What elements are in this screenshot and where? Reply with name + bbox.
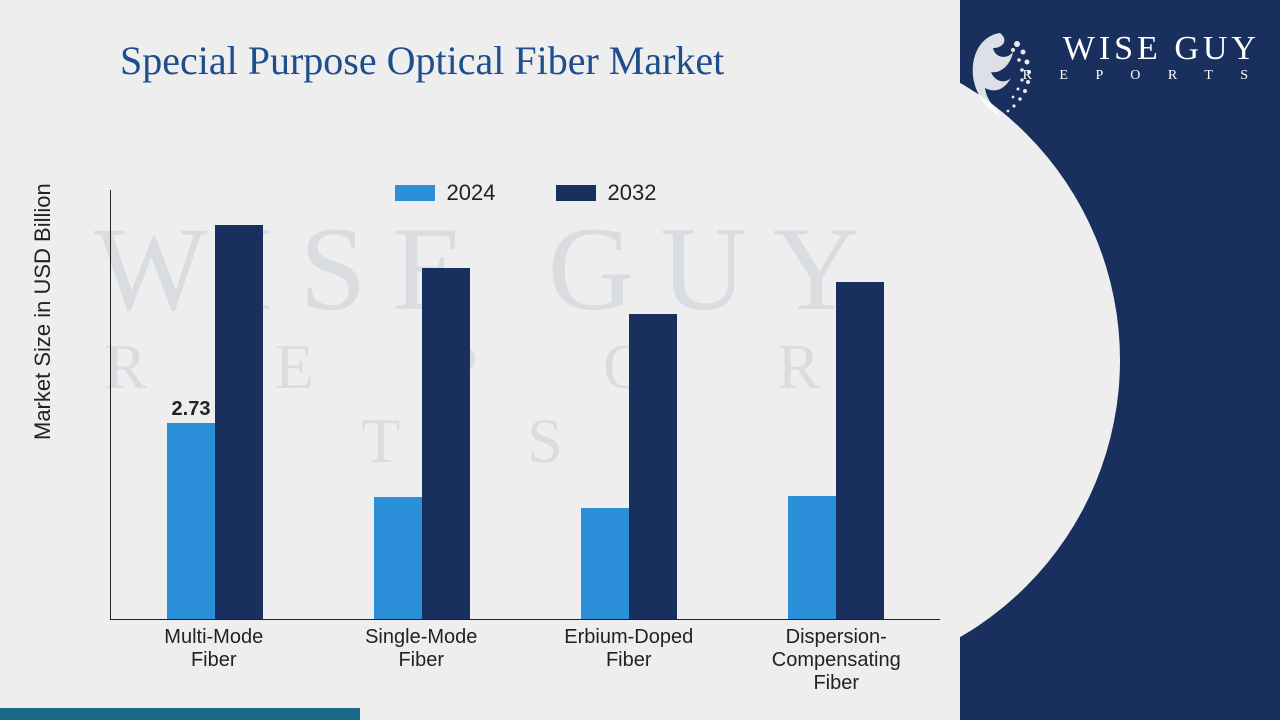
bar: [167, 423, 215, 619]
bar: [215, 225, 263, 619]
x-axis-category-label: Multi-ModeFiber: [110, 622, 318, 695]
brand-logo-text: WISE GUY R E P O R T S: [1023, 30, 1260, 84]
bar: [374, 497, 422, 619]
bar-groups: 2.73: [111, 190, 940, 619]
bar-group: [318, 190, 525, 619]
bar: [788, 496, 836, 619]
bar: [836, 282, 884, 619]
x-axis-category-label: Single-ModeFiber: [318, 622, 526, 695]
bar-group: [733, 190, 940, 619]
page: WISE GUY R E P O R T S WISE GUY R E P O …: [0, 0, 1280, 720]
bar-group: [526, 190, 733, 619]
bottom-accent-bar: [0, 708, 360, 720]
bar-value-label: 2.73: [172, 398, 211, 421]
bar: [581, 508, 629, 619]
bar-group: 2.73: [111, 190, 318, 619]
x-axis-category-label: Dispersion-CompensatingFiber: [733, 622, 941, 695]
y-axis-label: Market Size in USD Billion: [30, 183, 56, 440]
bar: [422, 268, 470, 619]
brand-line1: WISE GUY: [1023, 30, 1260, 68]
chart-container: Market Size in USD Billion 20242032 2.73…: [40, 190, 960, 690]
x-axis-labels: Multi-ModeFiberSingle-ModeFiberErbium-Do…: [110, 622, 940, 695]
plot-area: 20242032 2.73: [110, 190, 940, 620]
chart-title: Special Purpose Optical Fiber Market: [120, 38, 740, 84]
x-axis-category-label: Erbium-DopedFiber: [525, 622, 733, 695]
bar: [629, 314, 677, 619]
brand-line2: R E P O R T S: [1023, 68, 1260, 84]
